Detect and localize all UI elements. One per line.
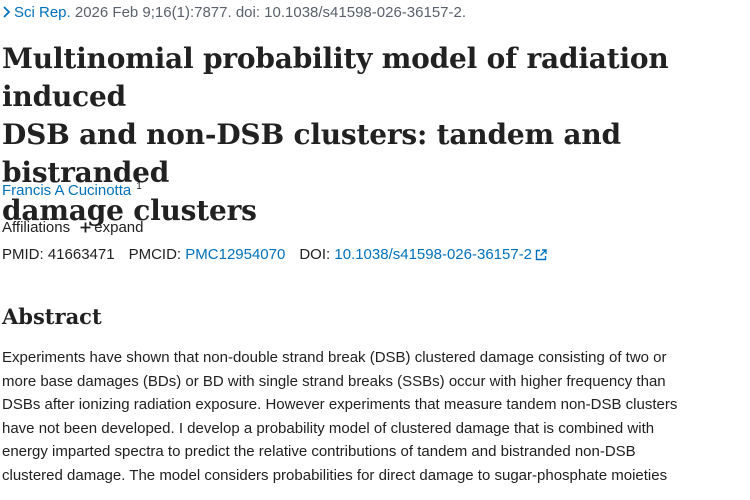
article-title: Multinomial probability model of radiati… bbox=[2, 40, 742, 230]
abstract-line: more base damages (BDs) or BD with singl… bbox=[2, 372, 666, 390]
affiliations-label: Affiliations bbox=[2, 219, 71, 236]
abstract-line: Experiments have shown that non-double s… bbox=[2, 349, 667, 366]
identifiers-row: PMID: 41663471 PMCID: PMC12954070 DOI: 10.… bbox=[2, 245, 547, 267]
abstract-heading: Abstract bbox=[2, 304, 102, 329]
external-link-icon[interactable] bbox=[535, 247, 547, 267]
expand-label: expand bbox=[94, 219, 144, 236]
title-line: DSB and non-DSB clusters: tandem and bis… bbox=[2, 118, 621, 189]
abstract-line: DSBs after ionizing radiation exposure. … bbox=[2, 396, 678, 414]
title-line: damage clusters bbox=[2, 194, 257, 227]
doi-link[interactable]: 10.1038/s41598-026-36157-2 bbox=[334, 246, 533, 263]
journal-link[interactable]: Sci Rep. bbox=[14, 4, 71, 21]
author-list: Francis A Cucinotta 1 bbox=[2, 177, 142, 201]
pmcid-label: PMCID: bbox=[128, 246, 182, 263]
title-line: Multinomial probability model of radiati… bbox=[2, 42, 669, 113]
doi-label: DOI: bbox=[299, 246, 331, 263]
affiliation-ref[interactable]: 1 bbox=[136, 181, 142, 192]
author-link[interactable]: Francis A Cucinotta bbox=[2, 182, 132, 199]
abstract-line: clustered damage. The model considers pr… bbox=[2, 466, 668, 484]
affiliations-expand-button[interactable]: expand bbox=[80, 217, 143, 238]
pmid-value: 41663471 bbox=[47, 246, 115, 263]
chevron-right-icon[interactable] bbox=[2, 4, 14, 22]
abstract-line: have not been developed. I develop a pro… bbox=[2, 419, 655, 437]
citation-line: Sci Rep. 2026 Feb 9;16(1):7877. doi: 10.… bbox=[2, 4, 466, 22]
abstract-line: energy imparted spectra to predict the r… bbox=[2, 443, 636, 461]
abstract-text: Experiments have shown that non-double s… bbox=[2, 346, 747, 488]
affiliations-row: Affiliations expand bbox=[2, 217, 143, 238]
citation-details: 2026 Feb 9;16(1):7877. doi: 10.1038/s415… bbox=[70, 4, 467, 21]
plus-icon bbox=[80, 217, 91, 237]
pmid-label: PMID: bbox=[2, 246, 44, 263]
pmcid-link[interactable]: PMC12954070 bbox=[185, 246, 286, 263]
